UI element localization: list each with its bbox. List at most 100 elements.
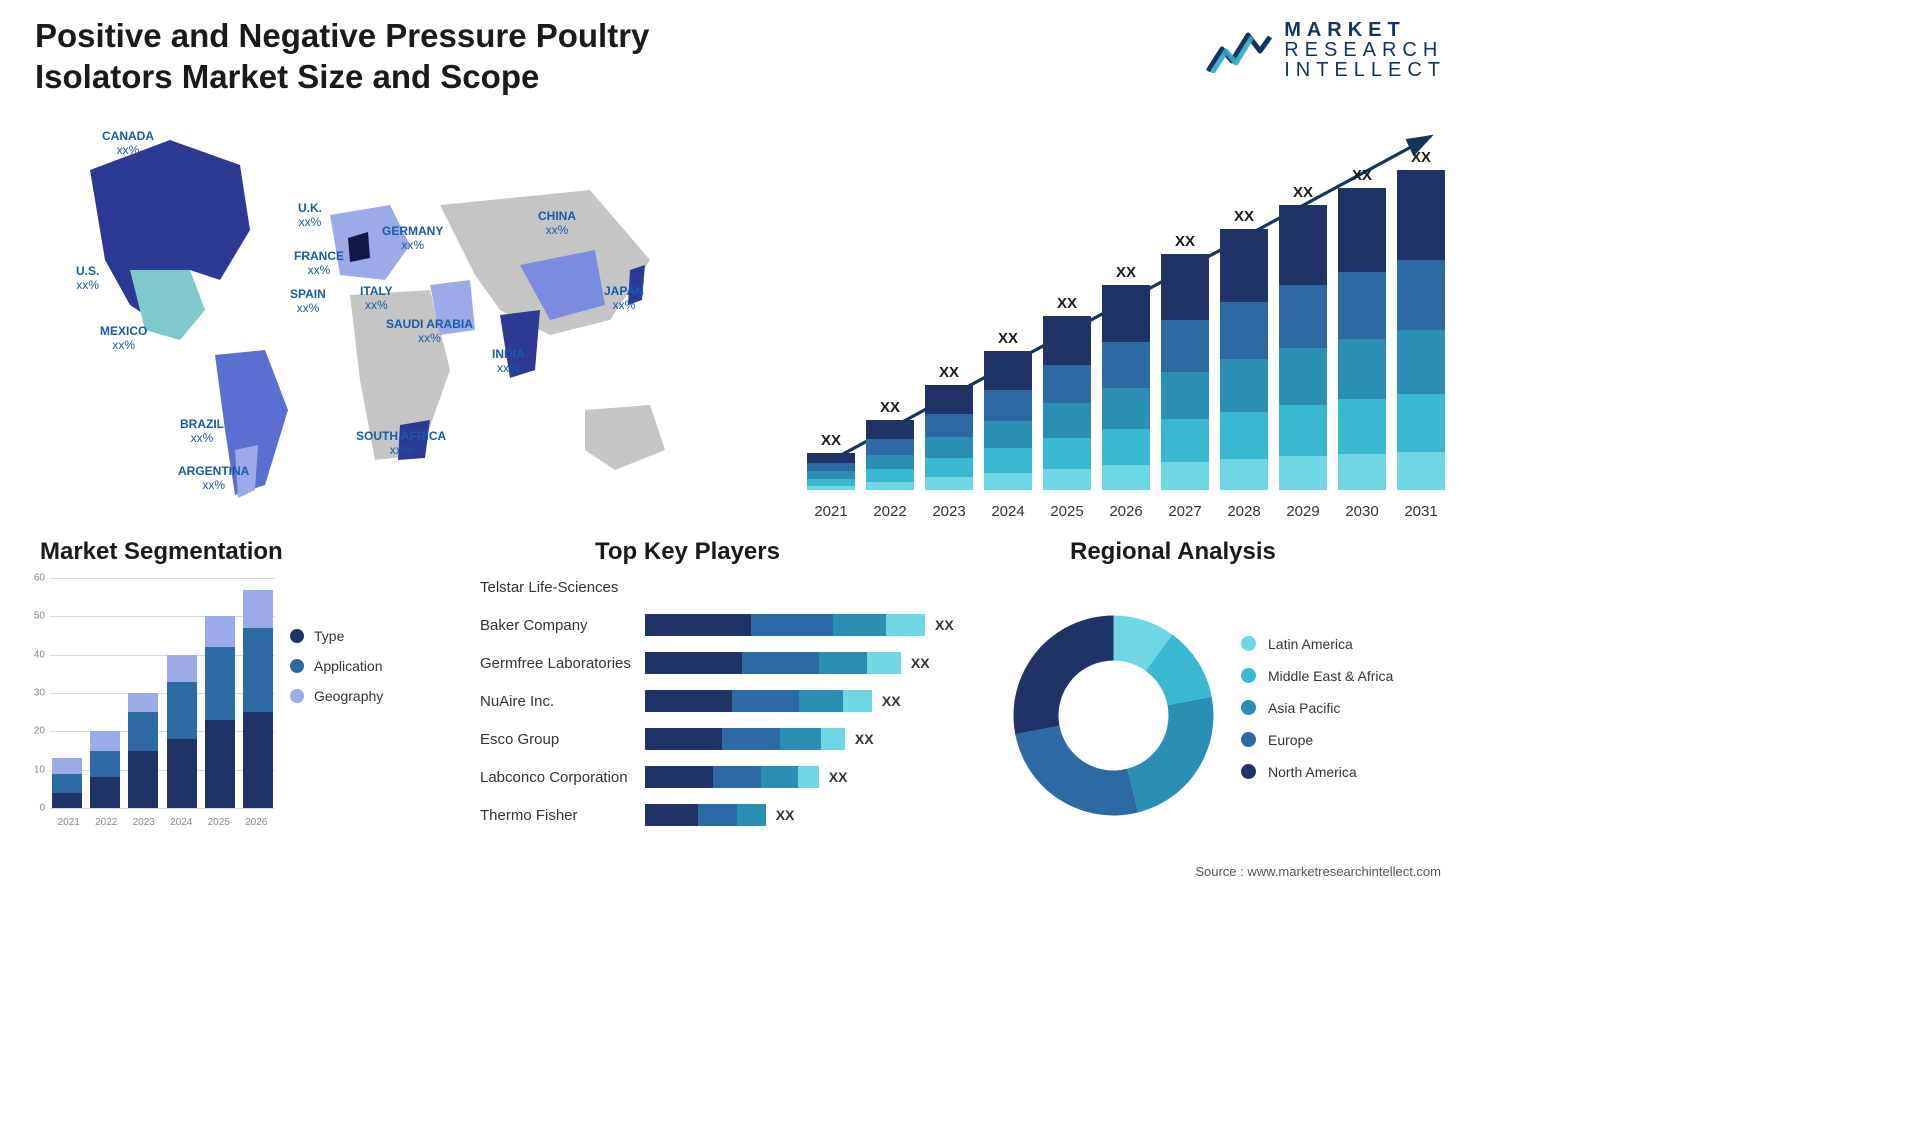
segmentation-bar — [90, 731, 120, 808]
segmentation-chart: 0102030405060 202120222023202420252026 — [50, 578, 275, 838]
brand-logo: MARKET RESEARCH INTELLECT — [1206, 20, 1446, 80]
growth-bar-value: XX — [821, 432, 841, 449]
segmentation-bar — [52, 758, 82, 808]
growth-bar: XX — [1160, 233, 1210, 490]
segmentation-legend-item: Geography — [290, 688, 383, 704]
segmentation-ytick: 0 — [25, 803, 45, 814]
legend-swatch-icon — [1241, 700, 1256, 715]
keyplayer-row: Telstar Life-Sciences — [480, 568, 970, 606]
keyplayer-row: Germfree Laboratories XX — [480, 644, 970, 682]
keyplayer-value: XX — [855, 731, 874, 747]
legend-swatch-icon — [290, 689, 304, 703]
map-label-canada: CANADAxx% — [102, 130, 154, 158]
donut-slice — [1014, 616, 1114, 735]
growth-bar-value: XX — [1116, 264, 1136, 281]
keyplayer-name: Germfree Laboratories — [480, 655, 645, 672]
segmentation-ytick: 30 — [25, 688, 45, 699]
keyplayer-row: Baker CompanyXX — [480, 606, 970, 644]
segmentation-bar — [205, 616, 235, 808]
keyplayer-value: XX — [829, 769, 848, 785]
legend-swatch-icon — [1241, 732, 1256, 747]
growth-x-axis: 2021202220232024202520262027202820292030… — [806, 503, 1446, 520]
regional-legend-item: Asia Pacific — [1241, 700, 1393, 716]
map-label-china: CHINAxx% — [538, 210, 576, 238]
keyplayer-value: XX — [882, 693, 901, 709]
segmentation-ytick: 40 — [25, 649, 45, 660]
logo-line2: RESEARCH — [1284, 40, 1446, 60]
map-label-france: FRANCExx% — [294, 250, 344, 278]
legend-label: North America — [1268, 764, 1357, 780]
segmentation-bars — [50, 578, 275, 808]
map-label-us: U.S.xx% — [76, 265, 99, 293]
map-label-argentina: ARGENTINAxx% — [178, 465, 249, 493]
growth-bar: XX — [1101, 264, 1151, 490]
legend-label: Latin America — [1268, 636, 1353, 652]
segmentation-year-label: 2024 — [170, 817, 192, 828]
growth-bar: XX — [983, 330, 1033, 490]
growth-bar: XX — [924, 364, 974, 490]
map-label-southafrica: SOUTH AFRICAxx% — [356, 430, 446, 458]
growth-year-label: 2022 — [865, 503, 915, 520]
growth-bar-value: XX — [939, 364, 959, 381]
growth-year-label: 2023 — [924, 503, 974, 520]
growth-bar: XX — [1042, 295, 1092, 490]
segmentation-legend-item: Type — [290, 628, 383, 644]
keyplayer-value: XX — [776, 807, 795, 823]
logo-line3: INTELLECT — [1284, 60, 1446, 80]
segmentation-x-axis: 202120222023202420252026 — [50, 817, 275, 828]
growth-year-label: 2028 — [1219, 503, 1269, 520]
segmentation-ytick: 10 — [25, 764, 45, 775]
legend-label: Application — [314, 658, 383, 674]
keyplayer-row: Thermo FisherXX — [480, 796, 970, 834]
page-title: Positive and Negative Pressure Poultry I… — [35, 15, 795, 98]
segmentation-legend: Type Application Geography — [290, 628, 383, 718]
keyplayer-name: Telstar Life-Sciences — [480, 579, 645, 596]
growth-bar: XX — [1278, 184, 1328, 490]
keyplayer-value: XX — [911, 655, 930, 671]
logo-text: MARKET RESEARCH INTELLECT — [1284, 20, 1446, 80]
growth-bar-value: XX — [1234, 208, 1254, 225]
segmentation-year-label: 2023 — [133, 817, 155, 828]
growth-bar: XX — [1396, 149, 1446, 490]
growth-year-label: 2029 — [1278, 503, 1328, 520]
legend-label: Geography — [314, 688, 383, 704]
legend-label: Middle East & Africa — [1268, 668, 1393, 684]
segmentation-bar — [243, 590, 273, 808]
regional-panel: Latin America Middle East & Africa Asia Pa… — [1006, 568, 1456, 863]
map-label-germany: GERMANYxx% — [382, 225, 443, 253]
growth-bar-value: XX — [1057, 295, 1077, 312]
growth-year-label: 2021 — [806, 503, 856, 520]
legend-swatch-icon — [290, 629, 304, 643]
growth-year-label: 2024 — [983, 503, 1033, 520]
keyplayer-name: Esco Group — [480, 731, 645, 748]
growth-bar-value: XX — [880, 399, 900, 416]
page-title-block: Positive and Negative Pressure Poultry I… — [35, 15, 795, 98]
keyplayers-title: Top Key Players — [595, 538, 780, 566]
legend-label: Europe — [1268, 732, 1313, 748]
segmentation-legend-item: Application — [290, 658, 383, 674]
regional-legend-item: North America — [1241, 764, 1393, 780]
keyplayer-name: NuAire Inc. — [480, 693, 645, 710]
legend-swatch-icon — [1241, 668, 1256, 683]
growth-bar-value: XX — [1352, 167, 1372, 184]
keyplayer-row: NuAire Inc. XX — [480, 682, 970, 720]
segmentation-title: Market Segmentation — [40, 538, 283, 566]
growth-bar-value: XX — [998, 330, 1018, 347]
keyplayers-panel: Telstar Life-SciencesBaker CompanyXXGerm… — [480, 568, 970, 863]
growth-year-label: 2026 — [1101, 503, 1151, 520]
keyplayer-name: Baker Company — [480, 617, 645, 634]
growth-year-label: 2025 — [1042, 503, 1092, 520]
legend-label: Asia Pacific — [1268, 700, 1340, 716]
segmentation-year-label: 2021 — [58, 817, 80, 828]
growth-bar-value: XX — [1293, 184, 1313, 201]
map-label-italy: ITALYxx% — [360, 285, 393, 313]
growth-bar-value: XX — [1411, 149, 1431, 166]
keyplayer-row: Esco Group XX — [480, 720, 970, 758]
donut-slice — [1127, 697, 1213, 813]
map-label-uk: U.K.xx% — [298, 202, 322, 230]
growth-bar-value: XX — [1175, 233, 1195, 250]
segmentation-panel: 0102030405060 202120222023202420252026 T… — [20, 578, 440, 868]
segmentation-ytick: 20 — [25, 726, 45, 737]
legend-swatch-icon — [290, 659, 304, 673]
source-label: Source : www.marketresearchintellect.com — [1195, 864, 1441, 879]
